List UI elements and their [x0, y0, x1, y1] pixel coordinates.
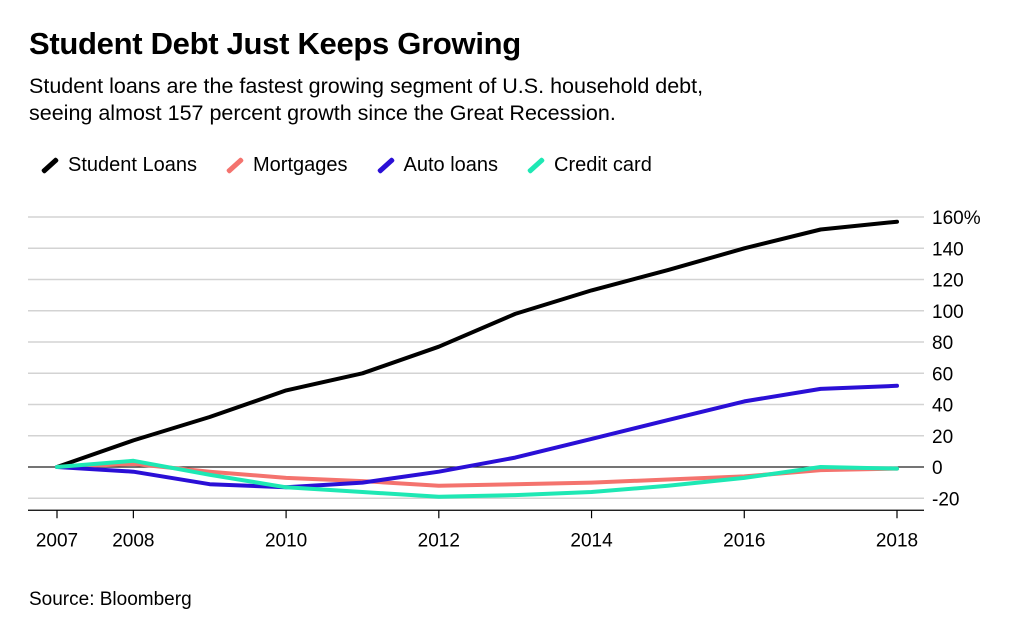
legend-item-mortgages: Mortgages [225, 154, 348, 177]
y-tick-label-20: 20 [932, 427, 953, 448]
source-note: Source: Bloomberg [29, 589, 192, 610]
legend-label-mortgages: Mortgages [253, 153, 348, 176]
y-tick-label-160: 160% [932, 208, 981, 229]
series-line-auto-loans [55, 383, 899, 490]
y-tick-label-80: 80 [932, 333, 953, 354]
y-tick-label-20: -20 [932, 489, 959, 510]
x-tick-label-2008: 2008 [112, 530, 154, 551]
x-tick-label-2014: 2014 [570, 530, 613, 551]
x-tick-label-2016: 2016 [723, 530, 765, 551]
subtitle-line-2: seeing almost 157 percent growth since t… [29, 101, 616, 125]
y-tick-label-40: 40 [932, 396, 953, 417]
legend-label-credit-card: Credit card [554, 153, 652, 176]
y-tick-label-120: 120 [932, 271, 964, 292]
y-tick-label-100: 100 [932, 302, 964, 323]
series-line-student-loans [55, 219, 899, 469]
legend-item-student-loans: Student Loans [40, 154, 197, 177]
legend-label-auto-loans: Auto loans [403, 153, 499, 176]
legend-item-auto-loans: Auto loans [376, 153, 499, 177]
chart-legend: Student Loans Mortgages Auto loans Credit c… [40, 150, 680, 180]
y-tick-label-0: 0 [932, 458, 943, 479]
subtitle-line-1: Student loans are the fastest growing se… [29, 74, 704, 98]
legend-label-student-loans: Student Loans [68, 153, 197, 176]
x-tick-label-2012: 2012 [418, 530, 460, 551]
chart-title: Student Debt Just Keeps Growing [29, 26, 521, 61]
legend-item-credit-card: Credit card [526, 154, 652, 177]
y-tick-label-140: 140 [932, 239, 964, 260]
x-tick-label-2010: 2010 [265, 530, 307, 551]
x-tick-label-2018: 2018 [876, 530, 918, 551]
chart-subtitle: Student loans are the fastest growing se… [29, 73, 929, 127]
series-line-credit-card [55, 458, 899, 499]
y-tick-label-60: 60 [932, 364, 953, 385]
x-tick-label-2007: 2007 [36, 530, 78, 551]
